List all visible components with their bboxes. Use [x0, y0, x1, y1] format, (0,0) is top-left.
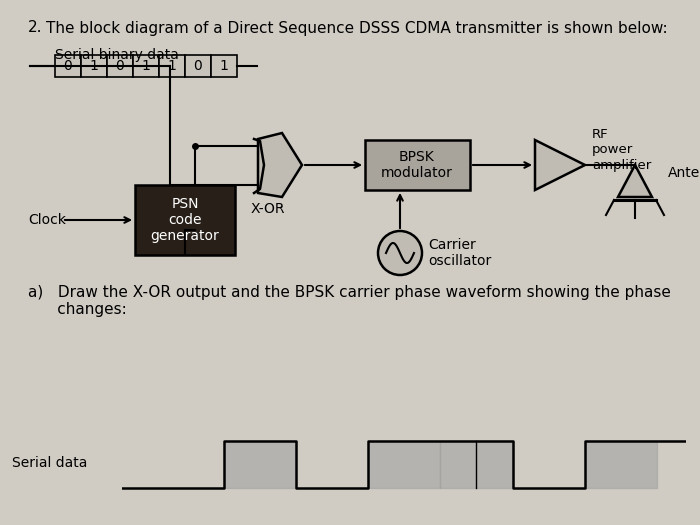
Bar — [185, 55, 211, 77]
Text: 0: 0 — [64, 59, 72, 73]
Text: 1: 1 — [220, 59, 228, 73]
Text: 0: 0 — [194, 59, 202, 73]
Circle shape — [378, 231, 422, 275]
Text: 2.: 2. — [28, 20, 43, 36]
Text: X-OR: X-OR — [251, 202, 286, 216]
Text: The block diagram of a Direct Sequence DSSS CDMA transmitter is shown below:: The block diagram of a Direct Sequence D… — [46, 20, 668, 36]
Text: Clock: Clock — [28, 213, 66, 227]
Text: Serial data: Serial data — [12, 456, 88, 470]
Text: 1: 1 — [90, 59, 99, 73]
Bar — [107, 55, 133, 77]
Polygon shape — [618, 165, 652, 197]
Text: Carrier
oscillator: Carrier oscillator — [428, 238, 491, 268]
Text: 1: 1 — [141, 59, 150, 73]
Bar — [81, 55, 107, 77]
Bar — [55, 55, 81, 77]
Text: 1: 1 — [167, 59, 176, 73]
Text: PSN
code
generator: PSN code generator — [150, 197, 219, 243]
Bar — [135, 185, 235, 255]
Text: Serial binary data: Serial binary data — [55, 48, 179, 62]
Bar — [211, 55, 237, 77]
Text: BPSK
modulator: BPSK modulator — [381, 150, 453, 180]
Polygon shape — [535, 140, 585, 190]
Text: a)   Draw the X-OR output and the BPSK carrier phase waveform showing the phase
: a) Draw the X-OR output and the BPSK car… — [28, 285, 671, 318]
Bar — [365, 140, 470, 190]
Text: Antenna: Antenna — [668, 166, 700, 180]
Bar — [133, 55, 159, 77]
Text: 0: 0 — [116, 59, 125, 73]
Bar — [159, 55, 185, 77]
Text: RF
power
amplifier: RF power amplifier — [592, 129, 651, 172]
Polygon shape — [258, 133, 302, 197]
